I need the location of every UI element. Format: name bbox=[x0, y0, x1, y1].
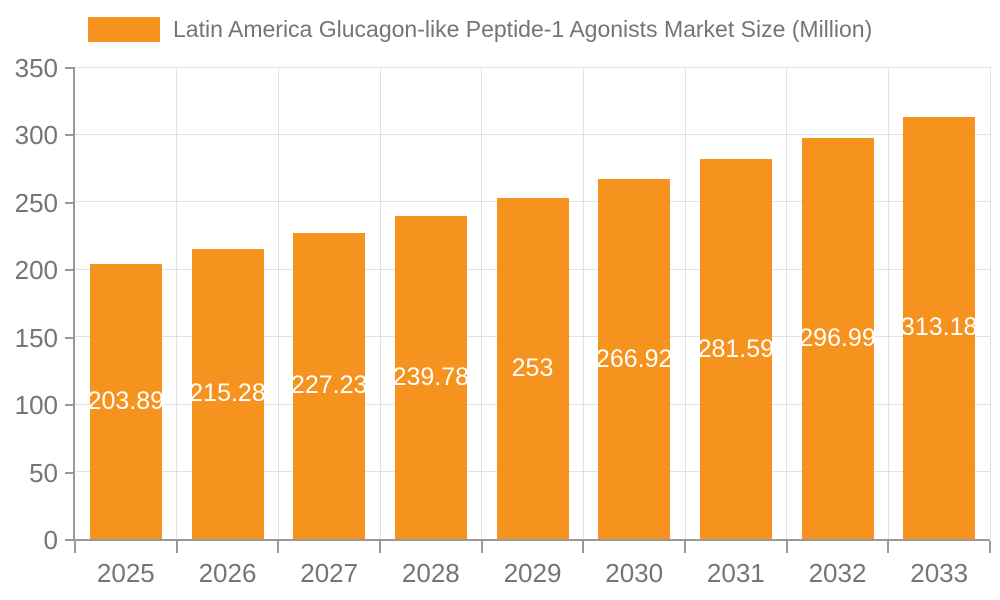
x-axis-tick-label: 2033 bbox=[910, 558, 969, 588]
gridline-vertical bbox=[582, 67, 584, 539]
y-axis-tick bbox=[65, 471, 73, 474]
x-axis-tick-label: 2028 bbox=[401, 558, 460, 588]
gridline-vertical bbox=[277, 67, 279, 539]
gridline-vertical bbox=[379, 67, 381, 539]
x-axis-tick-label: 2031 bbox=[706, 558, 765, 588]
y-axis-tick bbox=[65, 201, 73, 204]
bar-value-label: 227.23 bbox=[290, 371, 368, 400]
bar[interactable]: 266.92 bbox=[595, 179, 673, 539]
bar-value-label: 253 bbox=[511, 353, 554, 382]
y-axis-tick-label: 150 bbox=[14, 322, 58, 353]
y-axis-tick-label: 300 bbox=[14, 120, 58, 151]
x-axis-tick bbox=[582, 541, 585, 553]
x-axis-tick-label: 2025 bbox=[96, 558, 155, 588]
x-axis-tick-label: 2030 bbox=[605, 558, 664, 588]
y-axis-tick-label: 50 bbox=[29, 457, 58, 488]
bar[interactable]: 253 bbox=[496, 197, 569, 539]
gridline-horizontal bbox=[75, 66, 990, 68]
y-axis-tick-label: 350 bbox=[14, 53, 58, 83]
gridline-vertical bbox=[684, 67, 686, 539]
bar-value-label: 313.18 bbox=[900, 313, 978, 342]
y-axis-tick-label: 200 bbox=[14, 255, 58, 286]
bar[interactable]: 313.18 bbox=[900, 116, 978, 539]
legend-swatch-icon bbox=[88, 17, 160, 42]
y-axis-tick bbox=[65, 67, 73, 69]
x-axis-tick-label: 2032 bbox=[808, 558, 867, 588]
bar-value-label: 281.59 bbox=[697, 334, 775, 363]
x-axis-tick bbox=[684, 541, 686, 553]
x-axis-tick bbox=[277, 541, 280, 553]
y-axis-tick bbox=[65, 539, 73, 541]
bar[interactable]: 239.78 bbox=[392, 215, 470, 539]
y-axis-tick bbox=[65, 134, 73, 137]
x-axis-tick bbox=[989, 541, 991, 553]
y-axis-line bbox=[73, 67, 75, 539]
bar[interactable]: 296.99 bbox=[799, 138, 876, 539]
gridline-vertical bbox=[989, 67, 991, 539]
x-axis-tick bbox=[785, 541, 788, 553]
y-axis-tick bbox=[65, 269, 73, 272]
bar[interactable]: 215.28 bbox=[189, 248, 266, 539]
y-axis-tick bbox=[65, 336, 73, 339]
legend[interactable]: Latin America Glucagon-like Peptide-1 Ag… bbox=[88, 16, 872, 43]
y-axis-tick bbox=[65, 404, 73, 407]
x-axis-tick bbox=[74, 541, 76, 553]
y-axis-tick-label: 0 bbox=[43, 525, 58, 555]
bar-value-label: 215.28 bbox=[189, 379, 266, 408]
gridline-vertical bbox=[176, 67, 178, 539]
x-axis-tick-label: 2027 bbox=[300, 558, 359, 588]
bar[interactable]: 203.89 bbox=[87, 264, 165, 539]
x-axis-tick bbox=[887, 541, 890, 553]
x-axis-tick bbox=[480, 541, 483, 553]
bar-value-label: 239.78 bbox=[392, 362, 470, 391]
gridline-horizontal bbox=[75, 133, 990, 135]
gridline-vertical bbox=[481, 67, 483, 539]
bar[interactable]: 227.23 bbox=[290, 232, 368, 539]
bar-value-label: 203.89 bbox=[87, 387, 165, 415]
bar-value-label: 266.92 bbox=[595, 344, 673, 373]
bar-value-label: 296.99 bbox=[799, 324, 876, 353]
x-axis-tick bbox=[379, 541, 381, 553]
gridline-vertical bbox=[887, 67, 889, 539]
x-axis-tick-label: 2029 bbox=[503, 558, 562, 588]
bar[interactable]: 281.59 bbox=[697, 159, 775, 539]
chart-title: Latin America Glucagon-like Peptide-1 Ag… bbox=[173, 16, 873, 42]
y-axis-tick-label: 100 bbox=[14, 390, 58, 421]
y-axis-tick-label: 250 bbox=[14, 187, 58, 218]
x-axis-line bbox=[73, 539, 990, 541]
x-axis-tick-label: 2026 bbox=[198, 558, 257, 588]
gridline-vertical bbox=[786, 67, 788, 539]
x-axis-tick bbox=[175, 541, 178, 553]
